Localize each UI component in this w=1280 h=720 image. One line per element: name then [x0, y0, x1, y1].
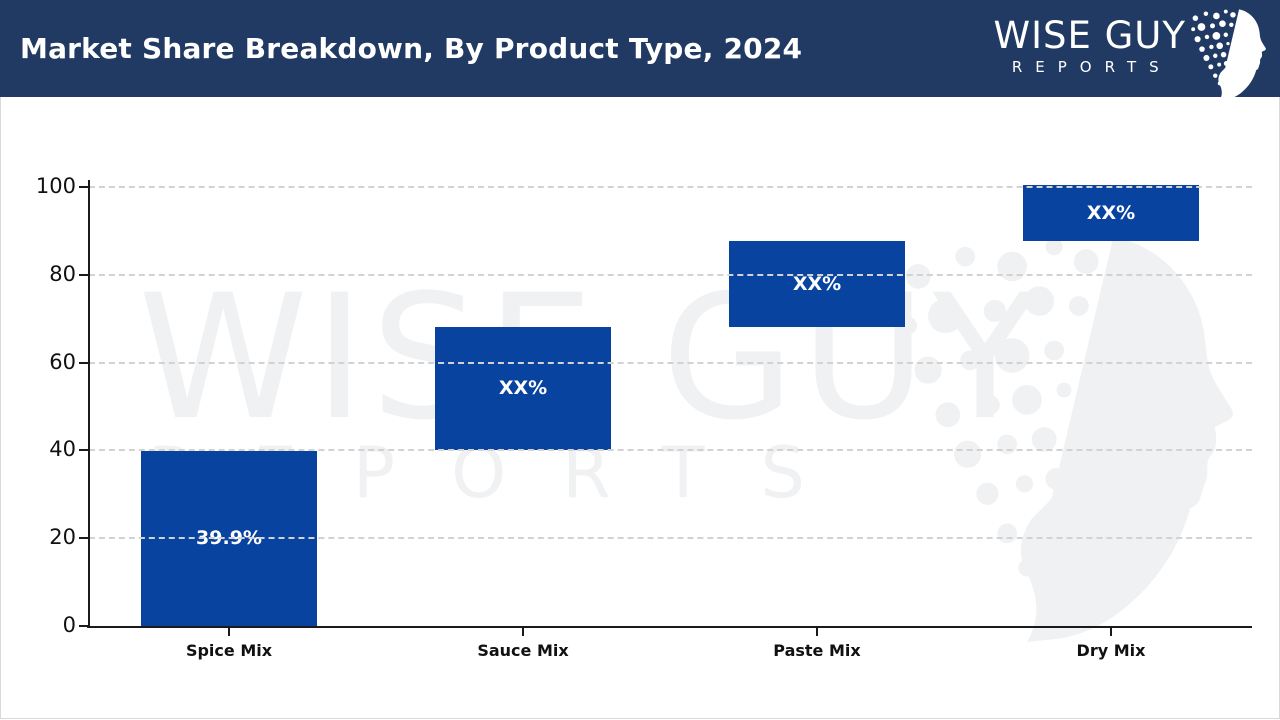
page-title: Market Share Breakdown, By Product Type,…: [20, 32, 803, 65]
bar-dry-mix: XX%: [1023, 185, 1199, 241]
x-axis-category-label: Dry Mix: [1076, 641, 1146, 660]
y-axis-tick-label: 100: [35, 174, 76, 198]
y-axis-tick: [79, 361, 88, 364]
x-axis-tick: [522, 628, 524, 636]
y-axis-line: [88, 180, 90, 628]
x-axis-category-label: Spice Mix: [185, 641, 273, 660]
gridline-60: [89, 361, 1252, 364]
x-axis-category-label: Paste Mix: [773, 641, 861, 660]
bar-value-label: XX%: [1086, 201, 1136, 224]
y-axis-tick: [79, 186, 88, 188]
x-axis-tick: [816, 628, 818, 636]
wise-guy-logo: WISE GUY REPORTS: [994, 4, 1274, 100]
bar-sauce-mix: XX%: [435, 326, 611, 451]
logo-wordmark: WISE GUY: [993, 14, 1186, 57]
logo-subtitle: REPORTS: [1011, 58, 1172, 76]
bar-paste-mix: XX%: [729, 240, 905, 327]
y-axis-tick-label: 60: [49, 349, 76, 374]
gridline-20: [89, 537, 1252, 540]
y-axis-tick: [79, 449, 88, 452]
gridline-100: [89, 186, 1252, 188]
wise-guy-head-icon: [1191, 9, 1266, 100]
x-axis-line: [87, 626, 1252, 628]
y-axis-tick: [79, 537, 88, 540]
y-axis-tick-label: 80: [49, 261, 76, 286]
watermark-head-icon: [899, 236, 1233, 642]
x-axis-tick: [228, 628, 230, 636]
y-axis-tick: [79, 625, 88, 627]
bar-value-label: XX%: [792, 272, 842, 295]
x-axis-category-label: Sauce Mix: [477, 641, 569, 660]
header-band: Market Share Breakdown, By Product Type,…: [0, 0, 1280, 100]
x-axis-tick: [1110, 628, 1112, 636]
gridline-80: [89, 273, 1252, 276]
y-axis-tick-label: 0: [62, 613, 76, 637]
wise-guy-logo-text: WISE GUY REPORTS: [993, 14, 1186, 77]
y-axis-tick: [79, 273, 88, 276]
y-axis-tick-label: 20: [49, 525, 76, 550]
y-axis-tick-label: 40: [49, 437, 76, 462]
gridline-40: [89, 449, 1252, 452]
bar-value-label: XX%: [498, 377, 548, 400]
